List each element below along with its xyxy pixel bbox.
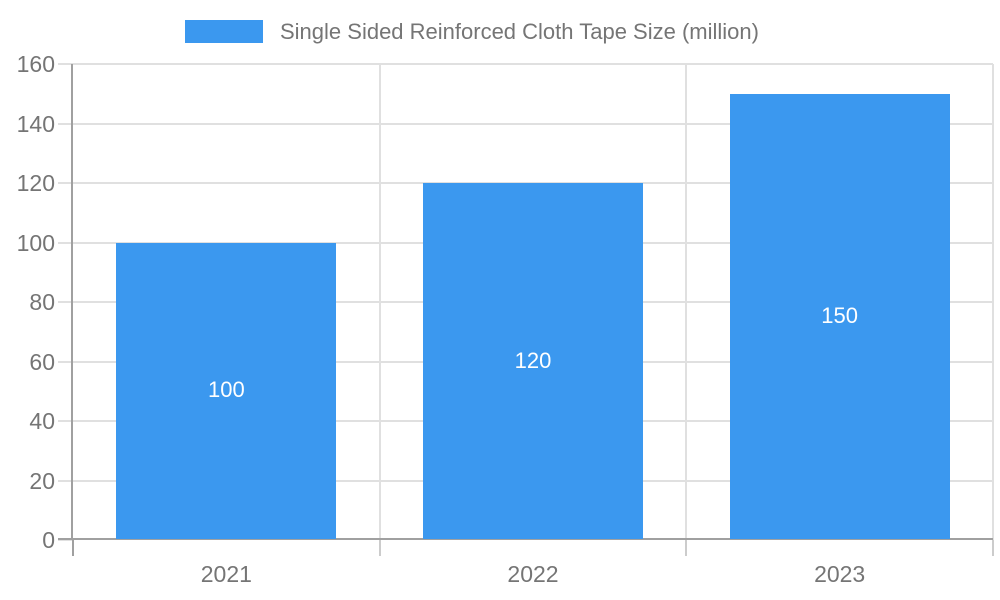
y-axis-tick xyxy=(58,241,73,244)
bar-value-label: 150 xyxy=(821,302,859,328)
y-axis-tick-label: 140 xyxy=(16,110,55,137)
y-axis-tick-label: 80 xyxy=(29,289,55,315)
gridline-horizontal xyxy=(73,63,993,65)
gridline-horizontal xyxy=(73,122,993,125)
bar-2021 xyxy=(116,242,337,539)
y-axis-tick xyxy=(58,122,73,125)
x-axis-tick xyxy=(378,540,381,556)
bar-value-label: 100 xyxy=(207,377,245,403)
y-axis-tick-label: 0 xyxy=(42,527,55,553)
y-axis-tick xyxy=(58,63,73,65)
y-axis-tick xyxy=(58,479,73,482)
chart-legend: Single Sided Reinforced Cloth Tape Size … xyxy=(185,18,759,45)
y-axis-tick xyxy=(58,182,73,184)
x-axis-tick xyxy=(992,540,994,556)
y-axis-tick-label: 100 xyxy=(16,229,55,256)
y-axis-tick xyxy=(58,420,73,422)
x-axis-tick xyxy=(685,540,688,556)
y-axis-tick xyxy=(58,539,73,541)
gridline-vertical xyxy=(685,64,688,540)
y-axis-tick-label: 160 xyxy=(16,51,55,77)
legend-label: Single Sided Reinforced Cloth Tape Size … xyxy=(280,19,759,44)
x-axis-tick-label: 2023 xyxy=(814,561,866,587)
y-axis-tick xyxy=(58,360,73,363)
bar-2022 xyxy=(423,183,643,539)
y-axis-tick-label: 120 xyxy=(16,170,55,196)
y-axis-tick xyxy=(58,301,73,303)
bar-value-label: 120 xyxy=(514,347,552,373)
x-axis-tick-label: 2021 xyxy=(200,561,252,587)
y-axis-line xyxy=(71,64,73,540)
x-axis-tick-label: 2022 xyxy=(507,561,559,587)
x-axis-line xyxy=(58,538,993,540)
gridline-vertical xyxy=(992,64,994,540)
gridline-vertical xyxy=(378,64,381,540)
bar-2023 xyxy=(729,93,950,539)
x-axis-tick xyxy=(72,540,74,556)
legend-swatch-icon xyxy=(185,20,263,43)
y-axis-tick-label: 20 xyxy=(29,467,55,494)
y-axis-tick-label: 60 xyxy=(29,348,55,375)
y-axis-tick-label: 40 xyxy=(29,408,55,434)
